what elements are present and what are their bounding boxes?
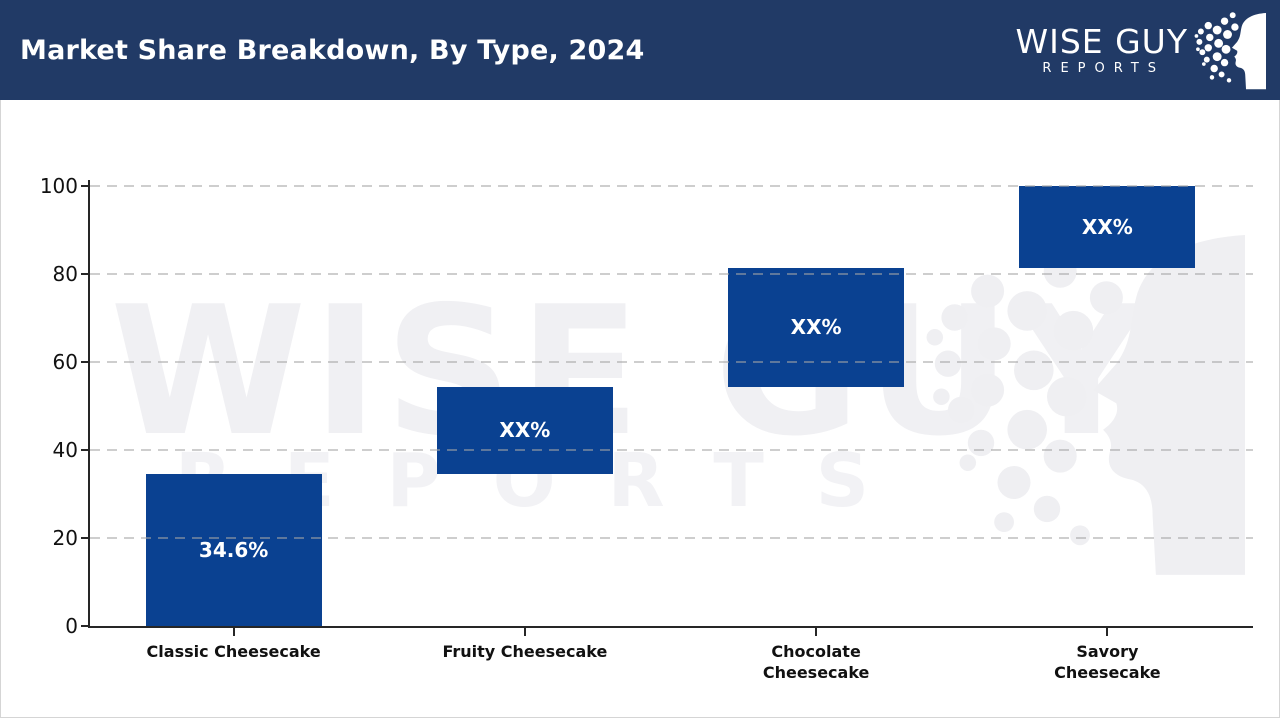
y-tick-label: 100 bbox=[39, 174, 78, 198]
x-tick-label: Fruity Cheesecake bbox=[442, 642, 608, 661]
bar bbox=[145, 473, 322, 626]
bar-value-label: 34.6% bbox=[198, 537, 269, 562]
y-tick-mark bbox=[81, 273, 88, 275]
y-tick-label: 40 bbox=[52, 438, 78, 462]
bar-value-label: XX% bbox=[1081, 214, 1133, 239]
x-axis-line bbox=[88, 626, 1253, 628]
chart-title: Market Share Breakdown, By Type, 2024 bbox=[20, 34, 645, 66]
bar bbox=[1019, 186, 1196, 268]
bar bbox=[728, 267, 905, 388]
gridline bbox=[90, 449, 1253, 451]
gridline bbox=[90, 185, 1253, 187]
y-tick-label: 60 bbox=[52, 350, 78, 374]
gridline bbox=[90, 273, 1253, 275]
y-tick-label: 80 bbox=[52, 262, 78, 286]
bar-value-label: XX% bbox=[499, 418, 551, 443]
x-tick-mark bbox=[232, 628, 235, 636]
brand-subtitle: REPORTS bbox=[1042, 61, 1166, 76]
y-tick-mark bbox=[81, 185, 88, 187]
x-tick-mark bbox=[815, 628, 818, 636]
x-tick-mark bbox=[523, 628, 526, 636]
bar-value-label: XX% bbox=[790, 315, 842, 340]
y-tick-mark bbox=[81, 361, 88, 363]
y-tick-label: 20 bbox=[52, 526, 78, 550]
x-tick-mark bbox=[1106, 628, 1109, 636]
header: Market Share Breakdown, By Type, 2024 WI… bbox=[0, 0, 1280, 100]
gridline bbox=[90, 361, 1253, 363]
wiseguy-logo-text: WISE GUY REPORTS bbox=[1015, 25, 1188, 75]
y-axis-line bbox=[88, 180, 90, 628]
brand-name: WISE GUY bbox=[1015, 22, 1188, 61]
x-tick-label: Savory Cheesecake bbox=[1054, 642, 1161, 682]
wiseguy-logo: WISE GUY REPORTS bbox=[1015, 9, 1266, 91]
y-tick-mark bbox=[81, 537, 88, 539]
bar bbox=[436, 387, 613, 474]
x-tick-label: Chocolate Cheesecake bbox=[762, 642, 870, 682]
x-tick-label: Classic Cheesecake bbox=[146, 642, 321, 661]
y-tick-mark bbox=[81, 449, 88, 451]
gridline bbox=[90, 537, 1253, 539]
y-tick-mark bbox=[81, 625, 88, 627]
y-tick-label: 0 bbox=[65, 614, 78, 638]
